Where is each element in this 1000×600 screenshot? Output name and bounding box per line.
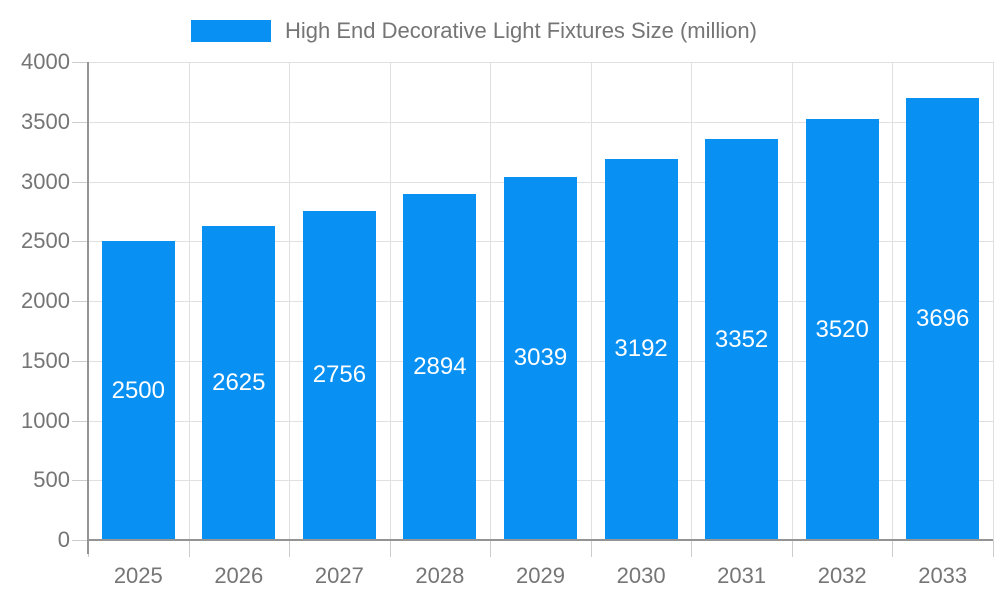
vertical-gridline <box>490 62 491 540</box>
y-tick-label: 500 <box>33 467 70 492</box>
legend[interactable]: High End Decorative Light Fixtures Size … <box>191 17 757 45</box>
bar-value-label: 3039 <box>513 344 568 372</box>
x-tick-label: 2029 <box>516 563 565 588</box>
x-tick-mark <box>792 540 793 557</box>
bar-value-label: 2756 <box>312 361 367 389</box>
bar[interactable]: 3192 <box>604 158 678 540</box>
y-tick-mark <box>72 241 88 242</box>
x-tick-label: 2028 <box>415 563 465 588</box>
x-tick-mark <box>691 540 692 557</box>
bar-value-label: 3352 <box>714 325 769 353</box>
x-tick-mark <box>390 540 391 557</box>
legend-swatch <box>191 20 271 42</box>
bar[interactable]: 3520 <box>805 119 879 540</box>
vertical-gridline <box>289 62 290 540</box>
bar[interactable]: 3039 <box>504 176 577 540</box>
y-tick-label: 4000 <box>21 49 70 74</box>
y-tick-label: 2500 <box>21 228 70 253</box>
y-tick-mark <box>72 480 88 481</box>
x-tick-label: 2027 <box>314 563 364 588</box>
y-tick-mark <box>72 540 88 541</box>
x-tick-mark <box>189 540 190 557</box>
x-tick-mark <box>289 540 290 557</box>
y-tick-label: 0 <box>57 527 70 552</box>
bar-value-label: 2500 <box>111 376 165 404</box>
y-tick-mark <box>72 421 88 422</box>
x-tick-label: 2030 <box>616 563 666 588</box>
x-tick-mark <box>892 540 893 557</box>
y-tick-mark <box>72 361 88 362</box>
x-tick-label: 2033 <box>918 563 968 588</box>
bar-value-label: 3696 <box>915 305 970 333</box>
y-tick-label: 1000 <box>21 408 70 433</box>
horizontal-gridline <box>88 62 993 63</box>
bar-value-label: 3520 <box>815 315 869 343</box>
legend-label: High End Decorative Light Fixtures Size … <box>285 18 757 43</box>
vertical-gridline <box>189 62 190 540</box>
y-tick-label: 3500 <box>21 109 70 134</box>
y-axis-line <box>87 62 89 554</box>
bar[interactable]: 2756 <box>302 210 376 540</box>
y-tick-mark <box>72 301 88 302</box>
x-tick-mark <box>591 540 592 557</box>
x-tick-label: 2025 <box>113 563 163 588</box>
bar[interactable]: 2625 <box>202 226 276 540</box>
y-tick-mark <box>72 182 88 183</box>
vertical-gridline <box>792 62 793 540</box>
vertical-gridline <box>390 62 391 540</box>
bar[interactable]: 2500 <box>101 241 175 541</box>
bar-value-label: 3192 <box>614 335 668 363</box>
horizontal-gridline <box>88 122 993 123</box>
x-tick-label: 2026 <box>214 563 264 588</box>
x-tick-mark <box>993 540 994 557</box>
vertical-gridline <box>993 62 994 540</box>
y-tick-label: 3000 <box>21 169 70 194</box>
y-tick-label: 1500 <box>21 348 70 373</box>
x-axis-line <box>88 539 993 541</box>
x-tick-label: 2031 <box>717 563 767 588</box>
vertical-gridline <box>691 62 692 540</box>
bar-value-label: 2894 <box>413 353 467 381</box>
y-tick-mark <box>72 62 88 63</box>
x-tick-mark <box>490 540 491 557</box>
vertical-gridline <box>892 62 893 540</box>
y-tick-mark <box>72 122 88 123</box>
vertical-gridline <box>591 62 592 540</box>
x-tick-label: 2032 <box>817 563 867 588</box>
bar-value-label: 2625 <box>212 369 266 397</box>
bar[interactable]: 3696 <box>906 98 980 540</box>
y-tick-label: 2000 <box>21 288 70 313</box>
bar[interactable]: 3352 <box>705 139 779 540</box>
bar[interactable]: 2894 <box>403 194 477 540</box>
